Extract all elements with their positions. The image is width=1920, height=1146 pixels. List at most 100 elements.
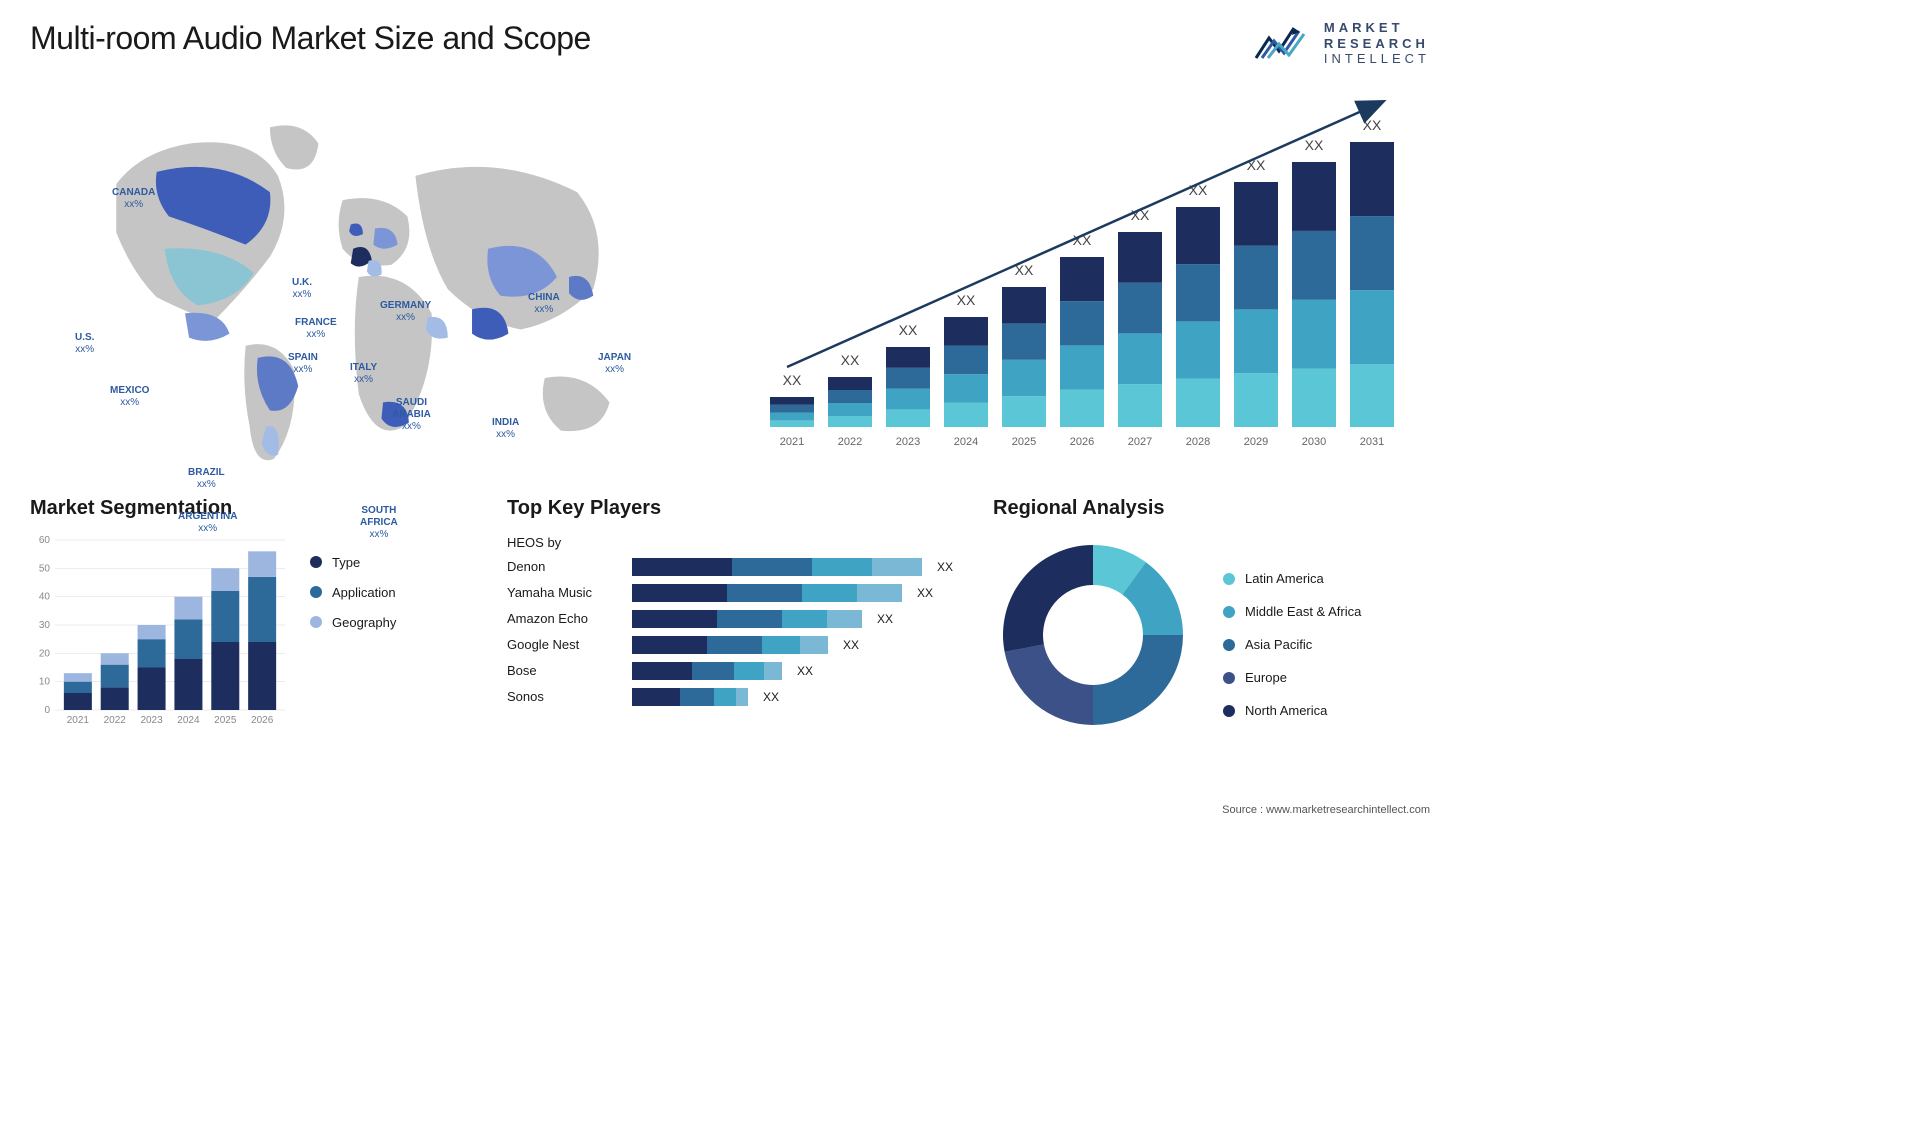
player-label: Google Nest xyxy=(507,637,617,652)
legend-item: Latin America xyxy=(1223,571,1361,586)
svg-text:2023: 2023 xyxy=(140,715,163,726)
player-label: Sonos xyxy=(507,689,617,704)
player-value: XX xyxy=(937,560,953,574)
map-label: MEXICOxx% xyxy=(110,385,149,409)
logo-text: MARKET RESEARCH INTELLECT xyxy=(1324,20,1430,67)
player-bar xyxy=(632,558,922,576)
map-label: ITALYxx% xyxy=(350,362,377,386)
segmentation-title: Market Segmentation xyxy=(30,497,467,520)
regional-donut xyxy=(993,535,1193,735)
player-value: XX xyxy=(797,664,813,678)
svg-text:2029: 2029 xyxy=(1244,436,1268,448)
map-label: GERMANYxx% xyxy=(380,300,431,324)
source-text: Source : www.marketresearchintellect.com xyxy=(1222,804,1430,816)
growth-chart: 2021 XX 2022 XX 2023 XX 2024 XX 2025 XX 2026 XX 2027… xyxy=(750,87,1430,467)
key-players-title: Top Key Players xyxy=(507,497,953,520)
svg-text:30: 30 xyxy=(39,620,51,631)
map-label: SAUDIARABIAxx% xyxy=(392,397,431,433)
player-label: Yamaha Music xyxy=(507,585,617,600)
svg-text:2022: 2022 xyxy=(838,436,862,448)
legend-item: Type xyxy=(310,555,396,570)
svg-text:2024: 2024 xyxy=(177,715,200,726)
regional-legend: Latin America Middle East & Africa Asia Pa… xyxy=(1223,551,1361,718)
player-value: XX xyxy=(763,690,779,704)
player-bar xyxy=(632,610,862,628)
player-row: Amazon Echo XX xyxy=(507,610,953,628)
map-label: SOUTHAFRICAxx% xyxy=(360,505,398,541)
svg-text:XX: XX xyxy=(899,322,918,338)
key-players-list: HEOS by Denon XX Yamaha Music XX Amazon Echo X… xyxy=(507,535,953,706)
svg-text:XX: XX xyxy=(783,372,802,388)
map-label: CANADAxx% xyxy=(112,187,155,211)
player-row: Sonos XX xyxy=(507,688,953,706)
svg-text:2025: 2025 xyxy=(1012,436,1036,448)
player-bar xyxy=(632,688,748,706)
svg-text:XX: XX xyxy=(1305,137,1324,153)
regional-panel: Regional Analysis Latin America Middle Ea… xyxy=(993,497,1430,735)
svg-text:2031: 2031 xyxy=(1360,436,1384,448)
svg-text:0: 0 xyxy=(44,705,50,716)
regional-title: Regional Analysis xyxy=(993,497,1430,520)
map-label: CHINAxx% xyxy=(528,292,560,316)
map-label: SPAINxx% xyxy=(288,352,318,376)
legend-item: Europe xyxy=(1223,670,1361,685)
key-players-panel: Top Key Players HEOS byDenonXXYamaha Mus… xyxy=(507,497,953,735)
svg-text:2021: 2021 xyxy=(67,715,90,726)
map-svg xyxy=(30,87,720,467)
map-label: U.K.xx% xyxy=(292,277,312,301)
svg-text:2027: 2027 xyxy=(1128,436,1152,448)
svg-text:10: 10 xyxy=(39,676,51,687)
logo: MARKET RESEARCH INTELLECT xyxy=(1254,20,1430,67)
svg-text:60: 60 xyxy=(39,535,51,546)
segmentation-panel: Market Segmentation 0 10 20 30 40 50 60 2021 202… xyxy=(30,497,467,735)
svg-text:XX: XX xyxy=(841,352,860,368)
player-label: Denon xyxy=(507,559,617,574)
svg-text:2024: 2024 xyxy=(954,436,978,448)
svg-text:20: 20 xyxy=(39,648,51,659)
legend-item: Application xyxy=(310,585,396,600)
svg-text:XX: XX xyxy=(1247,157,1266,173)
world-map: CANADAxx%U.S.xx%MEXICOxx%BRAZILxx%ARGENT… xyxy=(30,87,720,467)
player-bar xyxy=(632,636,828,654)
map-label: BRAZILxx% xyxy=(188,467,225,491)
player-row: Yamaha Music XX xyxy=(507,584,953,602)
map-label: FRANCExx% xyxy=(295,317,337,341)
svg-text:50: 50 xyxy=(39,563,51,574)
svg-text:2026: 2026 xyxy=(251,715,274,726)
player-bar xyxy=(632,584,902,602)
legend-item: Middle East & Africa xyxy=(1223,604,1361,619)
legend-item: Geography xyxy=(310,615,396,630)
player-bar xyxy=(632,662,782,680)
player-row: HEOS by xyxy=(507,535,953,550)
map-label: U.S.xx% xyxy=(75,332,94,356)
growth-chart-svg: 2021 XX 2022 XX 2023 XX 2024 XX 2025 XX 2026 XX 2027… xyxy=(750,87,1430,467)
player-row: Google Nest XX xyxy=(507,636,953,654)
legend-item: North America xyxy=(1223,703,1361,718)
map-label: ARGENTINAxx% xyxy=(178,511,237,535)
player-value: XX xyxy=(877,612,893,626)
player-value: XX xyxy=(917,586,933,600)
svg-text:2025: 2025 xyxy=(214,715,237,726)
map-label: JAPANxx% xyxy=(598,352,631,376)
segmentation-legend: Type Application Geography xyxy=(310,535,396,735)
svg-text:40: 40 xyxy=(39,591,51,602)
svg-text:2023: 2023 xyxy=(896,436,920,448)
map-label: INDIAxx% xyxy=(492,417,519,441)
svg-text:2022: 2022 xyxy=(104,715,127,726)
svg-text:XX: XX xyxy=(957,292,976,308)
player-value: XX xyxy=(843,638,859,652)
player-label: Amazon Echo xyxy=(507,611,617,626)
player-row: Bose XX xyxy=(507,662,953,680)
segmentation-chart: 0 10 20 30 40 50 60 2021 2022 2023 2024 2025 2026 xyxy=(30,535,290,735)
player-row: Denon XX xyxy=(507,558,953,576)
svg-text:2028: 2028 xyxy=(1186,436,1210,448)
svg-text:2021: 2021 xyxy=(780,436,804,448)
svg-text:2030: 2030 xyxy=(1302,436,1326,448)
svg-text:2026: 2026 xyxy=(1070,436,1094,448)
logo-mark-icon xyxy=(1254,23,1314,63)
player-label: Bose xyxy=(507,663,617,678)
page-title: Multi-room Audio Market Size and Scope xyxy=(30,20,591,57)
legend-item: Asia Pacific xyxy=(1223,637,1361,652)
player-label: HEOS by xyxy=(507,535,617,550)
svg-text:XX: XX xyxy=(1363,117,1382,133)
